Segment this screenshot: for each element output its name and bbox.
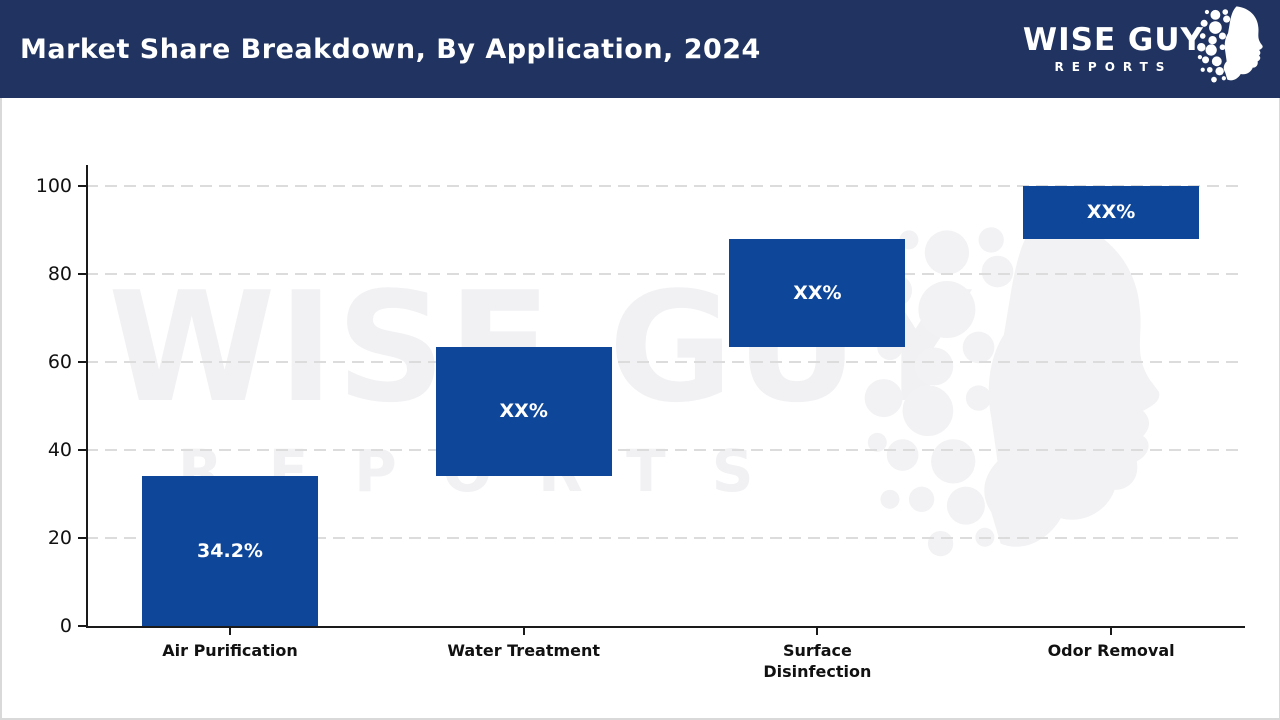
bar-water-treatment: XX% bbox=[435, 347, 612, 476]
y-tick-label: 0 bbox=[59, 615, 72, 637]
y-tick-label: 20 bbox=[47, 527, 72, 549]
y-tick-mark bbox=[78, 185, 86, 187]
left-edge-line bbox=[0, 98, 2, 720]
x-axis-line bbox=[86, 626, 1245, 628]
wiseguy-logo-text: WISE GUY REPORTS bbox=[1022, 22, 1204, 74]
y-tick-label: 60 bbox=[47, 351, 72, 373]
x-category-label: Water Treatment bbox=[447, 641, 601, 660]
page-title: Market Share Breakdown, By Application, … bbox=[20, 33, 761, 65]
x-tick-mark bbox=[1110, 627, 1113, 635]
y-tick-mark bbox=[78, 449, 86, 451]
logo-wordmark: WISE GUY bbox=[1022, 22, 1204, 58]
bar-value-label: XX% bbox=[793, 281, 842, 304]
y-tick-mark bbox=[78, 361, 86, 363]
gridline bbox=[86, 185, 1245, 187]
x-category-label: Air Purification bbox=[162, 641, 298, 660]
gridline bbox=[86, 449, 1245, 451]
y-tick-mark bbox=[78, 537, 86, 539]
y-tick-mark bbox=[78, 625, 86, 627]
bar-value-label: XX% bbox=[1086, 201, 1136, 224]
y-tick-mark bbox=[78, 273, 86, 275]
x-category-label: Surface Disinfection bbox=[763, 641, 872, 681]
gridline bbox=[86, 361, 1245, 363]
bar-value-label: 34.2% bbox=[197, 539, 263, 562]
x-tick-mark bbox=[522, 627, 525, 635]
bar-odor-removal: XX% bbox=[1023, 186, 1200, 239]
header-band: Market Share Breakdown, By Application, … bbox=[0, 0, 1280, 98]
logo-subtitle: REPORTS bbox=[1054, 60, 1173, 74]
gridline bbox=[86, 273, 1245, 275]
wiseguy-logo: WISE GUY REPORTS bbox=[1023, 5, 1272, 93]
wiseguy-head-icon bbox=[1194, 5, 1272, 93]
y-axis-line bbox=[86, 165, 88, 628]
bar-air-purification: 34.2% bbox=[142, 475, 318, 626]
gridline bbox=[86, 537, 1245, 539]
bar-value-label: XX% bbox=[499, 400, 548, 423]
x-tick-mark bbox=[816, 627, 819, 635]
x-category-label: Odor Removal bbox=[1047, 641, 1175, 660]
y-tick-label: 100 bbox=[35, 175, 72, 197]
x-tick-mark bbox=[229, 627, 231, 635]
bottom-edge-line bbox=[0, 718, 1280, 720]
bar-surface-disinfection: XX% bbox=[729, 238, 906, 348]
y-tick-label: 40 bbox=[47, 439, 72, 461]
y-tick-label: 80 bbox=[47, 263, 72, 285]
